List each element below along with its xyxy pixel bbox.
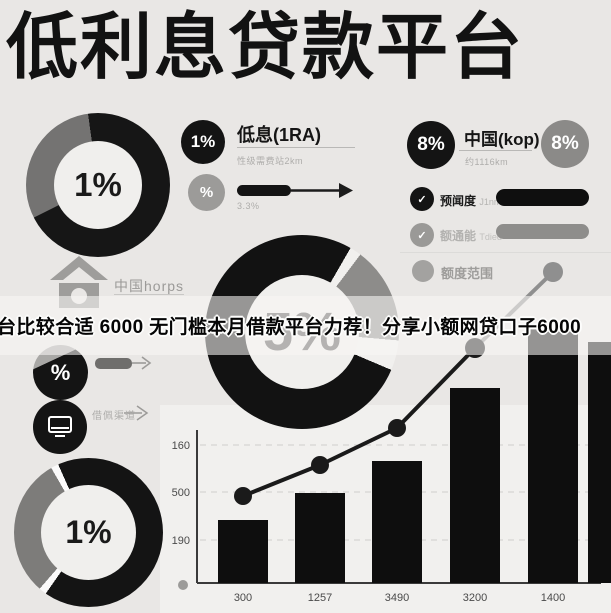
donut-top-left-value: 1% (54, 141, 142, 229)
x-axis-tick-label: 300 (234, 592, 252, 604)
metric-row-2-check-icon: ✓ (410, 223, 434, 247)
china-badge: 8% (407, 121, 455, 169)
metric-row-2-bar (496, 224, 589, 239)
metric-row-1-title: 预闻度 (440, 194, 477, 208)
combo-chart: 160 500 190 300 1257 3490 3200 1400 (172, 262, 611, 604)
metric-row-1-check-icon: ✓ (410, 187, 434, 211)
rate-pill (237, 185, 291, 196)
home-label-underline (114, 294, 184, 295)
metric-row-1-label: 预闻度 J1nm (440, 192, 501, 209)
bar (372, 461, 422, 583)
rate-note: 3.3% (237, 201, 260, 211)
trend-line-dot (234, 487, 252, 505)
y-axis-tick-label: 160 (172, 440, 190, 452)
bar (450, 388, 500, 583)
metric-row-1-bar (496, 189, 589, 206)
low-interest-heading-underline (237, 147, 355, 148)
donut-chart-top-left: 1% (26, 113, 170, 257)
bar (218, 520, 268, 583)
y-axis-tick-label: 190 (172, 535, 190, 547)
home-label: 中国horps (114, 278, 185, 294)
low-interest-subtext: 性级需费站2km (237, 156, 304, 166)
percent-rate-badge: % (188, 174, 225, 211)
banner-text: 台比较合适 6000 无门槛本月借款平台力荐！分享小额网贷口子6000 (0, 317, 582, 338)
china-heading: 中国(kop) (464, 130, 540, 149)
x-axis-tick-label: 1257 (308, 592, 332, 604)
low-interest-heading: 低息(1RA) (237, 125, 321, 145)
percent-arrow-icon (132, 356, 152, 370)
percent-pill (95, 358, 132, 369)
origin-dot (178, 580, 188, 590)
china-subtext: 约1116km (465, 157, 509, 167)
china-heading-underline (459, 150, 532, 151)
metric-row-2-title: 额通能 (440, 229, 477, 243)
range-label: 额度范围 (441, 266, 494, 281)
x-axis-tick-label: 1400 (541, 592, 565, 604)
trend-line-dot (388, 419, 406, 437)
channel-label: 借佩渠道 (92, 411, 136, 422)
channel-arrow-icon (124, 405, 149, 421)
page-title: 低利息贷款平台 (6, 8, 525, 88)
china-side-badge: 8% (541, 120, 589, 168)
trend-line-dot (543, 262, 563, 282)
banner-overlay: 台比较合适 6000 无门槛本月借款平台力荐！分享小额网贷口子6000 (0, 296, 611, 355)
donut-bottom-left-value: 1% (41, 485, 136, 580)
bar (528, 327, 578, 583)
rows-divider (400, 252, 611, 253)
trend-line-segment (319, 426, 398, 467)
bar (295, 493, 345, 583)
metric-row-2-label: 额通能 Tdied (440, 227, 502, 244)
donut-chart-bottom-left: 1% (14, 458, 163, 607)
x-axis-tick-label: 3490 (385, 592, 409, 604)
metric-row-1-suffix: J1nm (479, 197, 502, 207)
partial-bar (588, 342, 611, 583)
monitor-circle (33, 400, 87, 454)
trend-line-segment (242, 463, 321, 498)
monitor-icon (48, 416, 72, 437)
trend-line-dot (311, 456, 329, 474)
y-axis-tick-label: 500 (172, 487, 190, 499)
trend-line-segment (395, 346, 477, 430)
rate-arrow-icon (291, 183, 353, 198)
x-axis-tick-label: 3200 (463, 592, 487, 604)
low-interest-badge: 1% (181, 120, 225, 164)
metric-row-2-suffix: Tdied (479, 232, 502, 242)
range-bullet-icon (412, 260, 434, 282)
